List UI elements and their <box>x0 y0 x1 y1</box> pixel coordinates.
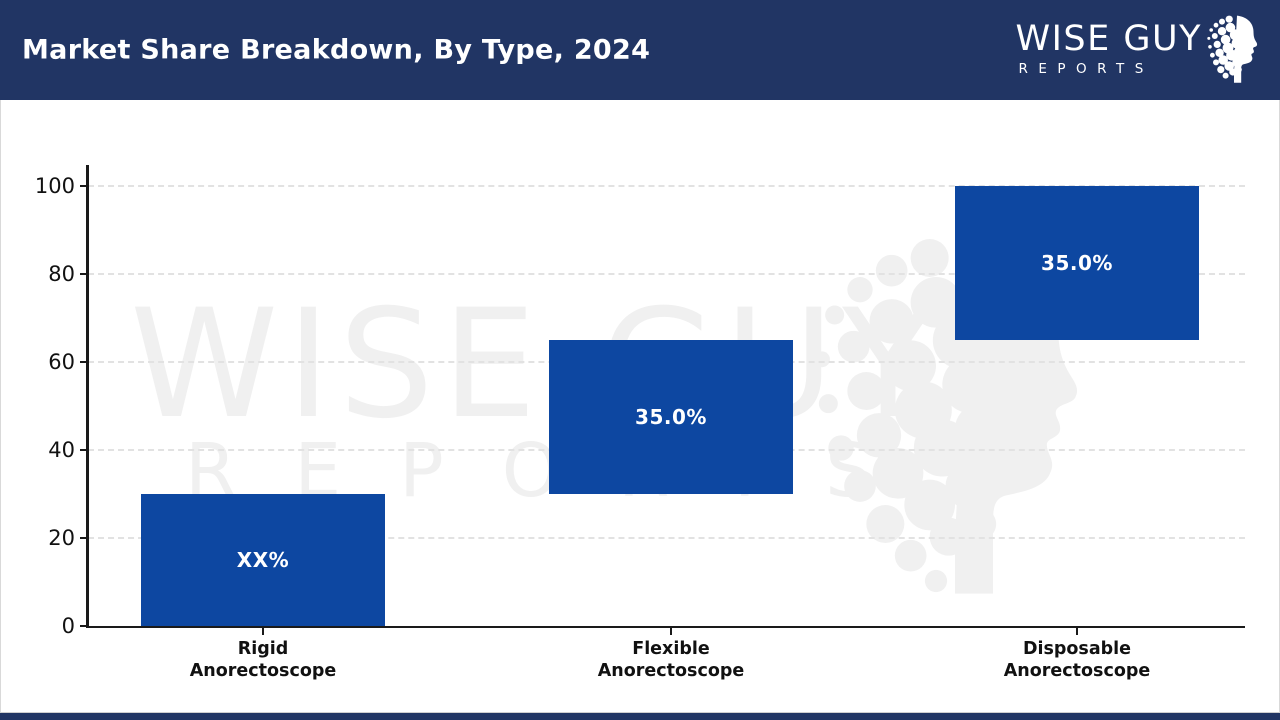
brand-subtitle: REPORTS <box>1018 60 1154 77</box>
x-axis-tick <box>262 628 264 635</box>
watermark-text-wiseguy: WISE GUY <box>130 278 942 452</box>
y-tick-label: 80 <box>48 262 75 286</box>
brand-logo: WISE GUY REPORTS <box>1015 11 1264 85</box>
gridline <box>88 273 1245 275</box>
brand-face-icon <box>1207 15 1258 83</box>
header-band: Market Share Breakdown, By Type, 2024 WI… <box>0 0 1280 100</box>
y-axis-line <box>86 165 89 628</box>
x-category-label: Rigid Anorectoscope <box>189 639 337 681</box>
y-tick-label: 20 <box>48 526 75 550</box>
bar-value-label: 35.0% <box>1041 251 1113 275</box>
gridline <box>88 537 1245 539</box>
gridline <box>88 185 1245 187</box>
y-axis-tick <box>80 625 87 627</box>
bar-value-label: XX% <box>236 548 290 572</box>
x-axis-tick <box>1076 628 1078 635</box>
y-axis-tick <box>80 361 87 363</box>
x-axis-tick <box>670 628 672 635</box>
page-title: Market Share Breakdown, By Type, 2024 <box>22 34 651 66</box>
x-category-label: Flexible Anorectoscope <box>597 639 745 681</box>
y-axis-tick <box>80 449 87 451</box>
bar-segment[interactable]: 35.0% <box>549 340 793 494</box>
y-tick-label: 60 <box>48 350 75 374</box>
y-tick-label: 40 <box>48 438 75 462</box>
y-axis-tick <box>80 537 87 539</box>
x-category-label: Disposable Anorectoscope <box>1003 639 1151 681</box>
brand-logo-text: WISE GUY REPORTS <box>1015 20 1202 77</box>
x-axis-line <box>86 625 1245 628</box>
y-axis-tick <box>80 273 87 275</box>
footer-band <box>0 713 1280 720</box>
brand-name: WISE GUY <box>1015 18 1202 59</box>
bar-segment[interactable]: XX% <box>141 494 385 626</box>
y-axis-tick <box>80 185 87 187</box>
y-tick-label: 100 <box>34 174 75 198</box>
bar-segment[interactable]: 35.0% <box>955 186 1199 340</box>
bar-value-label: 35.0% <box>635 405 707 429</box>
y-tick-label: 0 <box>61 614 75 638</box>
